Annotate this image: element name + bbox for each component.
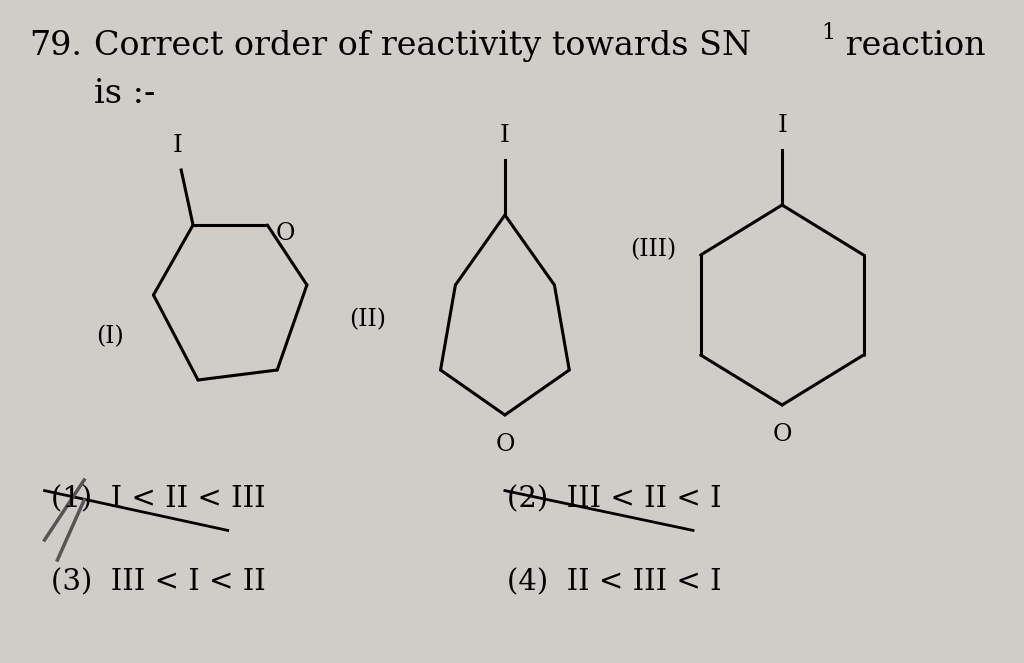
Text: is :-: is :-: [94, 78, 156, 110]
Text: (III): (III): [630, 239, 676, 261]
Text: I: I: [172, 134, 182, 157]
Text: (I): (I): [96, 326, 124, 349]
Text: (3)  III < I < II: (3) III < I < II: [51, 569, 265, 597]
Text: O: O: [496, 433, 515, 456]
Text: (4)  II < III < I: (4) II < III < I: [507, 569, 722, 597]
Text: (1)  I < II < III: (1) I < II < III: [51, 486, 265, 514]
Text: 1: 1: [821, 22, 836, 44]
Text: O: O: [772, 423, 792, 446]
Text: 79.: 79.: [30, 30, 83, 62]
Text: I: I: [777, 114, 787, 137]
Text: reaction: reaction: [835, 30, 985, 62]
Text: Correct order of reactivity towards SN: Correct order of reactivity towards SN: [94, 30, 752, 62]
Text: I: I: [500, 124, 510, 147]
Text: (II): (II): [349, 308, 386, 332]
Text: (2)  III < II < I: (2) III < II < I: [507, 486, 722, 514]
Text: O: O: [275, 221, 295, 245]
